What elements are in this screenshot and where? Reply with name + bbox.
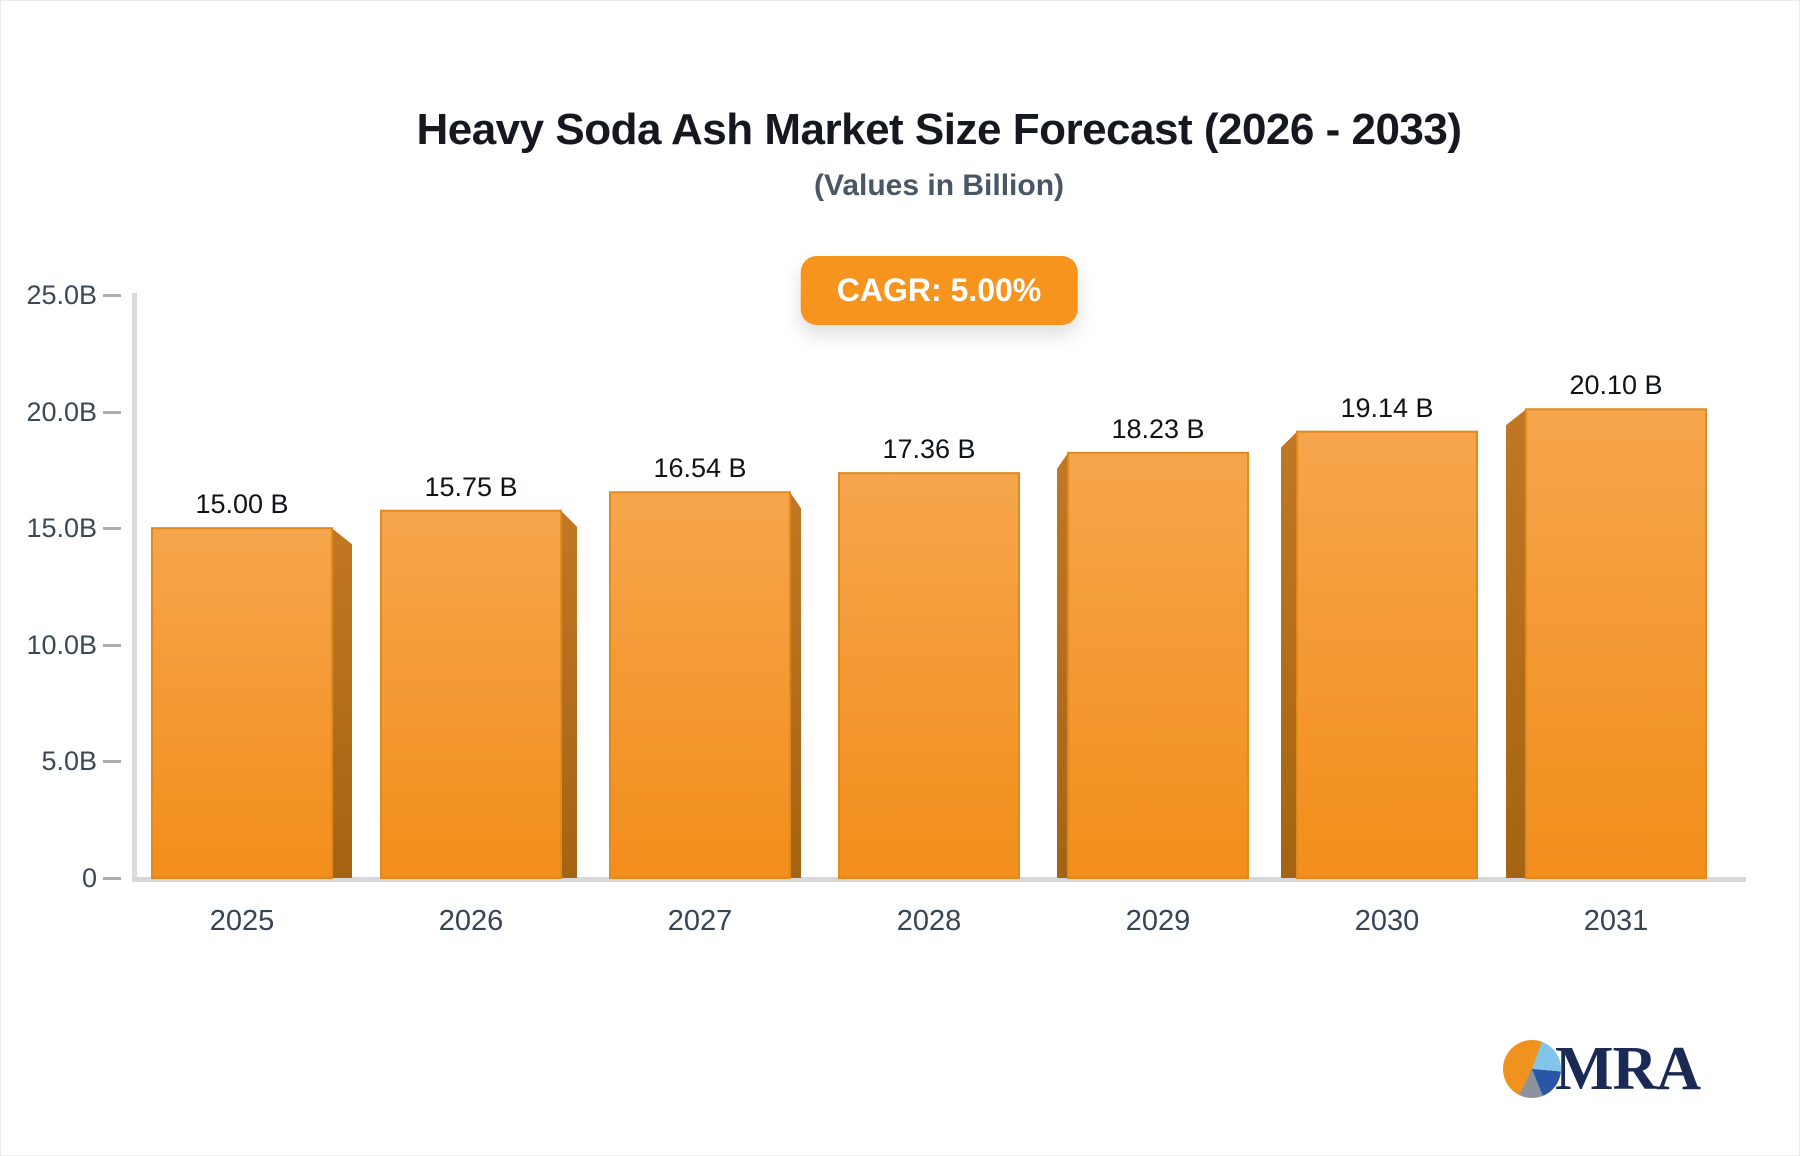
bar-2028 <box>838 472 1020 879</box>
bar-2027 <box>609 491 791 879</box>
chart-title: Heavy Soda Ash Market Size Forecast (202… <box>416 105 1462 154</box>
cagr-badge: CAGR: 5.00% <box>800 256 1078 325</box>
pie-chart-icon <box>1503 1040 1561 1098</box>
y-axis-tick-mark <box>103 877 121 880</box>
bar-value-label: 16.54 B <box>653 453 747 484</box>
y-axis-line <box>132 293 137 882</box>
bar-value-label: 18.23 B <box>1111 413 1205 444</box>
y-axis-tick-label: 25.0B <box>26 280 97 310</box>
x-axis-year-label: 2028 <box>896 905 962 937</box>
y-axis-tick-label: 15.0B <box>26 513 97 544</box>
bar-value-label: 19.14 B <box>1340 392 1434 423</box>
x-axis-year-label: 2031 <box>1583 905 1649 937</box>
bar-value-label: 20.10 B <box>1569 370 1663 401</box>
bar-2025 <box>151 527 333 879</box>
bar-3d-side <box>1281 431 1297 878</box>
y-axis-tick-mark <box>103 643 121 647</box>
brand-name: MRA <box>1555 1034 1701 1103</box>
bar-3d-side <box>1506 409 1526 878</box>
bar-3d-side <box>790 492 801 878</box>
brand-logo: MRA <box>1503 1034 1701 1103</box>
bar-value-label: 15.00 B <box>195 489 289 520</box>
y-axis-tick-mark <box>103 410 121 414</box>
x-axis-line <box>132 877 1746 882</box>
bar-3d-side <box>561 510 577 878</box>
y-axis-tick-label: 5.0B <box>41 746 97 777</box>
x-axis-year-label: 2027 <box>667 905 733 937</box>
y-axis-tick-mark <box>103 760 121 764</box>
bar-2026 <box>380 509 562 879</box>
y-axis-tick-mark <box>103 527 121 531</box>
bar-2029 <box>1067 451 1249 879</box>
bar-2031 <box>1525 408 1707 879</box>
y-axis-tick-mark <box>103 294 121 297</box>
y-axis-tick-label: 0 <box>81 863 97 893</box>
bar-value-label: 15.75 B <box>424 471 518 502</box>
x-axis-year-label: 2025 <box>209 905 275 937</box>
x-axis-year-label: 2029 <box>1125 905 1191 937</box>
bar-2030 <box>1296 430 1478 879</box>
bar-3d-side <box>332 528 352 878</box>
chart-subtitle: (Values in Billion) <box>813 169 1065 202</box>
y-axis-tick-label: 20.0B <box>26 396 97 427</box>
bar-value-label: 17.36 B <box>882 434 976 465</box>
y-axis-tick-label: 10.0B <box>26 629 97 660</box>
bar-3d-side <box>1057 452 1068 878</box>
x-axis-year-label: 2026 <box>438 905 504 937</box>
x-axis-year-label: 2030 <box>1354 905 1420 937</box>
